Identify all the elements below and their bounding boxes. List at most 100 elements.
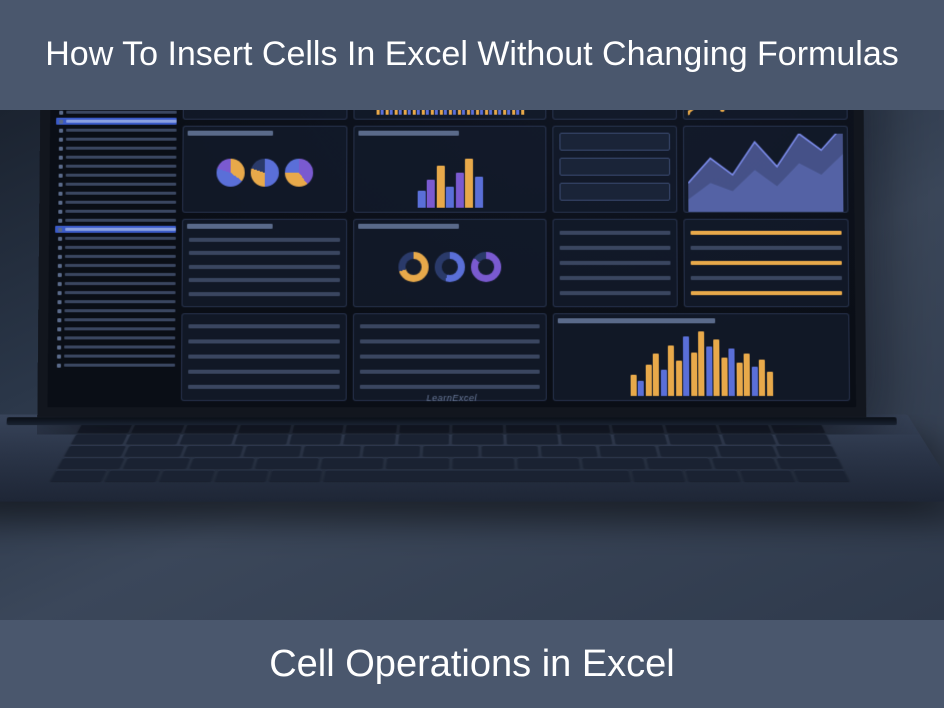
panel-cubes: [183, 110, 348, 119]
panel-title: [188, 130, 273, 135]
keyboard-key: [238, 423, 291, 433]
panel-title: [359, 224, 460, 229]
bar: [736, 362, 742, 396]
keyboard-key: [320, 458, 384, 469]
bar: [485, 110, 488, 114]
sidebar-row: [55, 289, 176, 296]
keyboard-key: [255, 458, 320, 469]
bar: [767, 371, 773, 396]
keyboard-key: [184, 446, 244, 457]
widget: [560, 157, 670, 175]
keyboard-key: [612, 423, 664, 433]
bar: [471, 110, 474, 114]
keyboard-key: [214, 470, 268, 481]
panel-text-a: [182, 219, 348, 307]
bar: [381, 110, 384, 114]
keyboard-key: [646, 458, 711, 469]
keyboard-key: [363, 446, 420, 457]
bar: [399, 110, 402, 114]
bar: [446, 187, 454, 208]
bar: [404, 110, 407, 114]
keyboard-key: [793, 470, 849, 481]
panel-mini-pies: [552, 110, 676, 119]
keyboard-key: [658, 446, 717, 457]
bar: [408, 110, 411, 114]
keyboard-key: [131, 423, 186, 433]
bar: [512, 110, 515, 114]
sidebar-row: [54, 316, 175, 323]
keyboard-key: [770, 423, 825, 433]
sidebar-row: [54, 307, 175, 314]
keyboard-key: [123, 458, 190, 469]
keyboard-key: [125, 434, 181, 444]
keyboard-key: [776, 446, 837, 457]
keyboard-key: [776, 458, 843, 469]
keyboard-key: [180, 434, 235, 444]
sidebar-row: [55, 253, 176, 260]
sidebar-row: [55, 235, 176, 242]
sidebar-row: [56, 181, 177, 188]
panel-text-d: [181, 313, 347, 401]
keyboard-key: [482, 446, 539, 457]
dashboard-grid: [181, 110, 850, 401]
top-title-text: How To Insert Cells In Excel Without Cha…: [45, 32, 899, 78]
bar: [729, 348, 735, 396]
bar: [521, 110, 524, 114]
keyboard-key: [289, 434, 342, 444]
pie-chart: [285, 159, 313, 187]
keyboard-key: [541, 446, 598, 457]
sidebar-row: [55, 190, 176, 197]
keyboard-key: [422, 446, 478, 457]
sidebar-row: [54, 353, 175, 360]
bar: [431, 110, 434, 114]
bar: [498, 110, 501, 114]
keyboard-key: [269, 470, 323, 481]
bottom-title-text: Cell Operations in Excel: [269, 643, 675, 686]
sidebar-row: [56, 154, 177, 161]
bar: [456, 173, 464, 208]
keyboard-key: [506, 423, 557, 433]
laptop-brand: LearnExcel: [426, 393, 477, 403]
bar: [638, 381, 644, 396]
keyboard-key: [711, 458, 777, 469]
bar: [691, 352, 697, 395]
sidebar-row: [55, 199, 176, 206]
bar: [751, 366, 757, 395]
keyboard-key: [343, 434, 395, 444]
dashboard-sidebar: [54, 110, 178, 401]
keyboard-key: [686, 470, 741, 481]
top-title-banner: How To Insert Cells In Excel Without Cha…: [0, 0, 944, 110]
bar: [660, 369, 666, 396]
bottom-title-banner: Cell Operations in Excel: [0, 620, 944, 708]
widget: [560, 182, 670, 200]
bar: [417, 190, 425, 207]
keyboard-key: [717, 423, 771, 433]
laptop-keyboard: [0, 414, 944, 501]
sidebar-row: [54, 343, 175, 350]
bar: [645, 364, 651, 396]
panel-widgets: [553, 125, 677, 213]
bar: [385, 110, 388, 114]
pie-chart: [251, 159, 279, 187]
keyboard-key: [77, 423, 132, 433]
keyboard-key: [632, 470, 686, 481]
keyboard-key: [346, 423, 398, 433]
bar: [376, 110, 379, 114]
bar: [698, 331, 704, 396]
sidebar-row: [55, 226, 176, 233]
panel-area: [683, 125, 849, 213]
keyboard-key: [398, 434, 450, 444]
bar: [394, 110, 397, 114]
keyboard-key: [614, 434, 667, 444]
dashboard: [47, 110, 856, 407]
laptop-screen: LearnExcel: [37, 110, 866, 417]
sidebar-row: [56, 118, 177, 125]
bar: [449, 110, 452, 114]
bar: [475, 176, 483, 207]
keyboard-key: [50, 470, 107, 481]
sidebar-row: [56, 145, 177, 152]
sidebar-row: [54, 298, 175, 305]
sidebar-row: [54, 325, 175, 332]
bar: [465, 159, 473, 208]
keyboard-key: [452, 458, 514, 469]
